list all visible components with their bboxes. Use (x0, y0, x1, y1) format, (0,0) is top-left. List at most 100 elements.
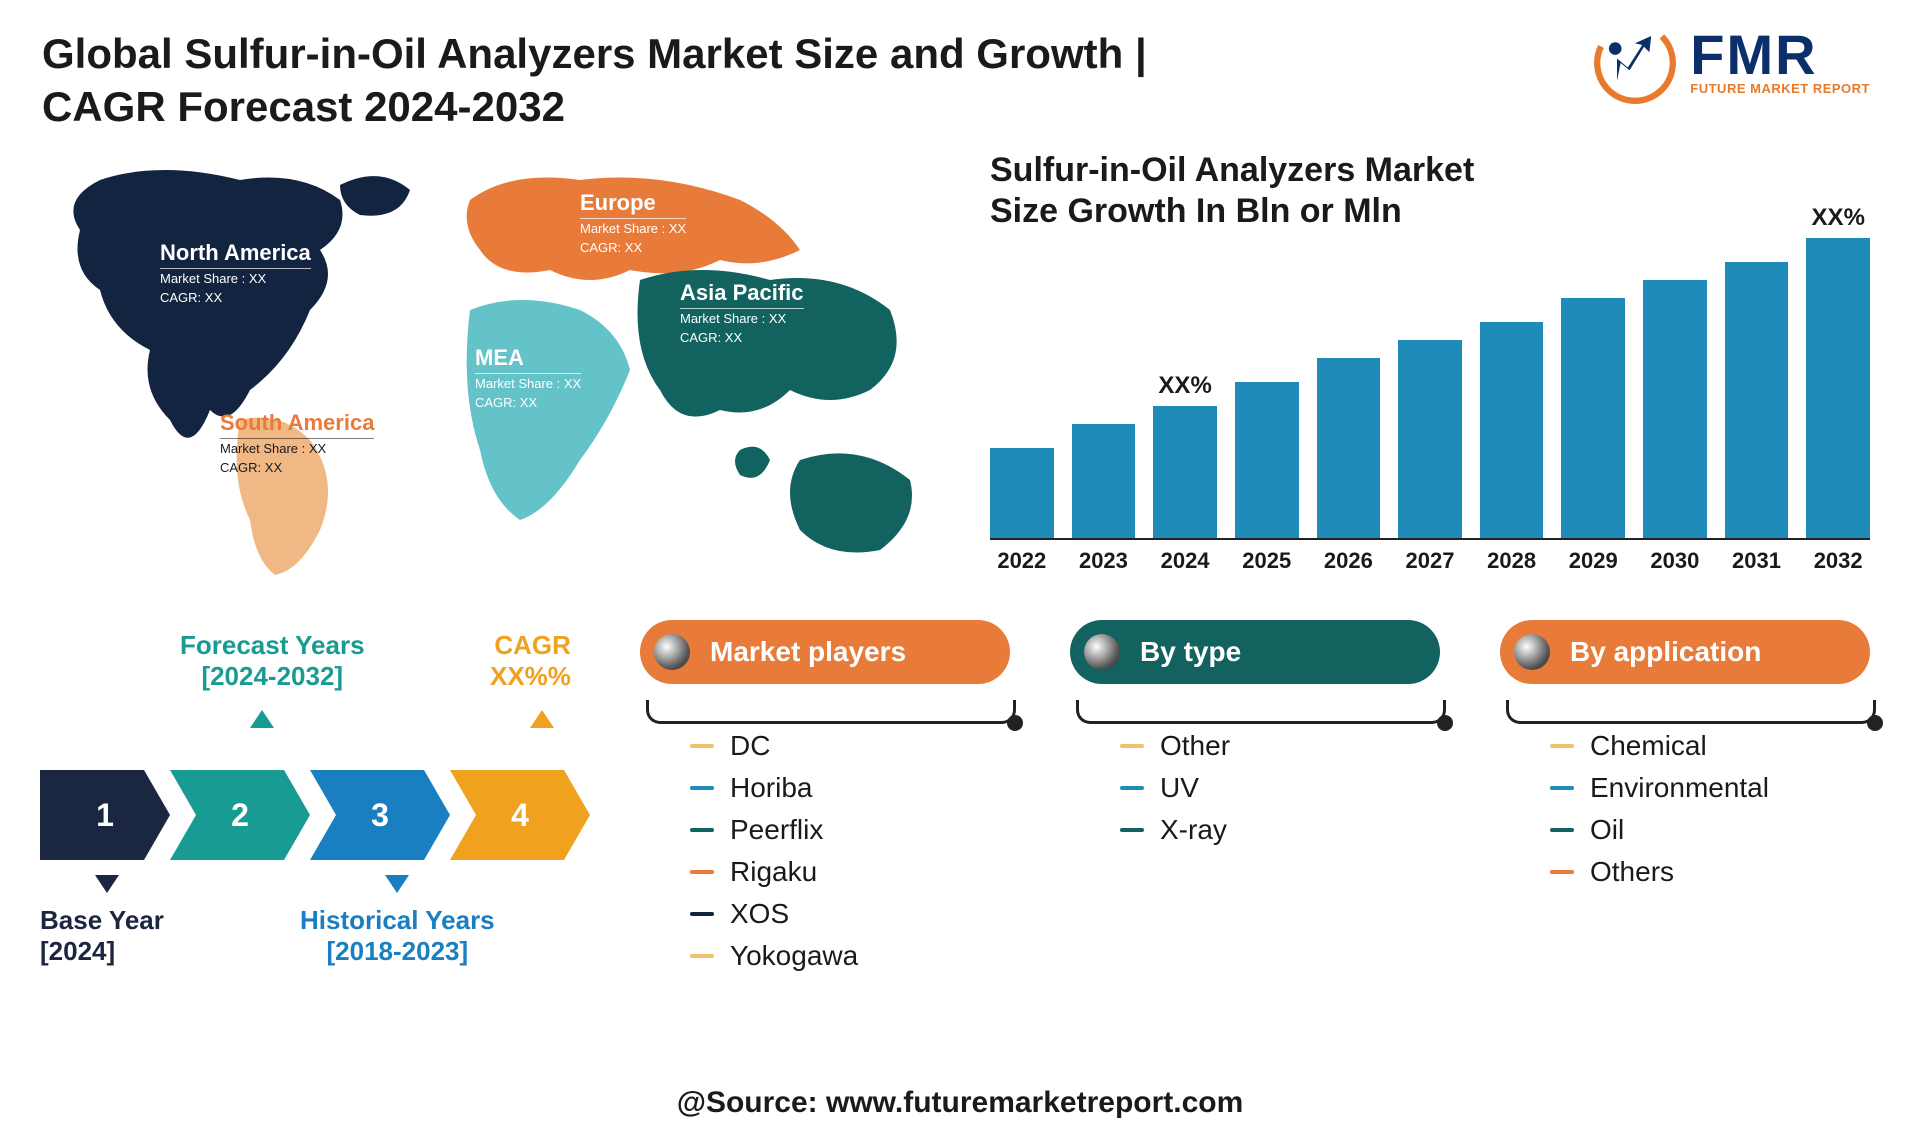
bullet-icon (690, 828, 714, 832)
bar-2025 (1235, 382, 1299, 538)
bullet-icon (690, 786, 714, 790)
bar-year-label: 2024 (1153, 548, 1217, 574)
bar (1398, 340, 1462, 538)
region-asia-pacific: Asia Pacific Market Share : XX CAGR: XX (680, 280, 804, 345)
logo-icon (1590, 18, 1680, 108)
category-list: Chemical Environmental Oil Others (1500, 730, 1870, 888)
bar-year-label: 2032 (1806, 548, 1870, 574)
bar-2023 (1072, 424, 1136, 538)
region-south-america: South America Market Share : XX CAGR: XX (220, 410, 374, 475)
bar-year-label: 2022 (990, 548, 1054, 574)
pill-title: Market players (710, 636, 906, 668)
pill-title: By type (1140, 636, 1241, 668)
list-item-label: Rigaku (730, 856, 817, 888)
timeline-step-4: 4 (450, 770, 590, 860)
category-pill: Market players (640, 620, 1010, 684)
bullet-icon (1120, 828, 1144, 832)
list-item: Others (1550, 856, 1870, 888)
list-item: Chemical (1550, 730, 1870, 762)
timeline-step-2: 2 (170, 770, 310, 860)
arrow-down-icon (385, 875, 409, 893)
forecast-years-label: Forecast Years [2024-2032] (180, 630, 365, 692)
list-item: Horiba (690, 772, 1010, 804)
cagr-label: CAGR XX%% (490, 630, 571, 692)
bar (1806, 238, 1870, 538)
bar-year-label: 2031 (1725, 548, 1789, 574)
bullet-icon (690, 912, 714, 916)
bar (1153, 406, 1217, 538)
bar (1725, 262, 1789, 538)
list-item: Yokogawa (690, 940, 1010, 972)
bullet-icon (690, 744, 714, 748)
list-item-label: Peerflix (730, 814, 823, 846)
bar (1480, 322, 1544, 538)
timeline-step-3: 3 (310, 770, 450, 860)
list-item-label: Horiba (730, 772, 812, 804)
bar (1072, 424, 1136, 538)
category-pill: By application (1500, 620, 1870, 684)
list-item-label: DC (730, 730, 770, 762)
list-item-label: Yokogawa (730, 940, 858, 972)
bullet-icon (1550, 786, 1574, 790)
bar-2027 (1398, 340, 1462, 538)
bar-2029 (1561, 298, 1625, 538)
list-item-label: X-ray (1160, 814, 1227, 846)
category-market-players: Market players DC Horiba Peerflix Rigaku XOS Y… (640, 620, 1010, 982)
bar (1561, 298, 1625, 538)
list-item: Environmental (1550, 772, 1870, 804)
pill-dot-icon (654, 634, 690, 670)
timeline-step-1: 1 (40, 770, 170, 860)
bar-year-label: 2029 (1561, 548, 1625, 574)
list-item: Other (1120, 730, 1440, 762)
bullet-icon (1550, 744, 1574, 748)
region-north-america: North America Market Share : XX CAGR: XX (160, 240, 311, 305)
bar-year-label: 2027 (1398, 548, 1462, 574)
growth-bar-chart: Sulfur-in-Oil Analyzers Market Size Grow… (990, 150, 1870, 580)
bullet-icon (1550, 828, 1574, 832)
category-list: Other UV X-ray (1070, 730, 1440, 846)
category-by-type: By type Other UV X-ray (1070, 620, 1440, 982)
list-item: XOS (690, 898, 1010, 930)
bullet-icon (1120, 786, 1144, 790)
bar-2032: XX% (1806, 204, 1870, 538)
pill-title: By application (1570, 636, 1761, 668)
bar-2022 (990, 448, 1054, 538)
list-item: Rigaku (690, 856, 1010, 888)
category-pill: By type (1070, 620, 1440, 684)
bar-year-label: 2028 (1480, 548, 1544, 574)
bracket-decoration (646, 700, 1016, 724)
bar (1317, 358, 1381, 538)
bar (1235, 382, 1299, 538)
category-list: DC Horiba Peerflix Rigaku XOS Yokogawa (640, 730, 1010, 972)
list-item: UV (1120, 772, 1440, 804)
bar-2028 (1480, 322, 1544, 538)
bar-year-label: 2030 (1643, 548, 1707, 574)
bar (1643, 280, 1707, 538)
list-item: Oil (1550, 814, 1870, 846)
list-item: Peerflix (690, 814, 1010, 846)
bracket-decoration (1076, 700, 1446, 724)
list-item: X-ray (1120, 814, 1440, 846)
bullet-icon (690, 954, 714, 958)
category-by-application: By application Chemical Environmental Oil Ot… (1500, 620, 1870, 982)
pill-dot-icon (1514, 634, 1550, 670)
list-item-label: Environmental (1590, 772, 1769, 804)
base-year-label: Base Year [2024] (40, 905, 164, 967)
region-europe: Europe Market Share : XX CAGR: XX (580, 190, 686, 255)
list-item-label: Oil (1590, 814, 1624, 846)
bar (990, 448, 1054, 538)
bullet-icon (690, 870, 714, 874)
arrow-up-icon (250, 710, 274, 728)
region-mea: MEA Market Share : XX CAGR: XX (475, 345, 581, 410)
timeline-infographic: Forecast Years [2024-2032] CAGR XX%% 1 2… (40, 620, 600, 990)
list-item-label: XOS (730, 898, 789, 930)
bar-2030 (1643, 280, 1707, 538)
bullet-icon (1550, 870, 1574, 874)
arrow-up-icon (530, 710, 554, 728)
bar-year-label: 2023 (1072, 548, 1136, 574)
world-map: North America Market Share : XX CAGR: XX… (40, 160, 940, 580)
bar-2031 (1725, 262, 1789, 538)
bar-year-label: 2026 (1317, 548, 1381, 574)
chart-title: Sulfur-in-Oil Analyzers Market Size Grow… (990, 150, 1510, 232)
bar-year-label: 2025 (1235, 548, 1299, 574)
